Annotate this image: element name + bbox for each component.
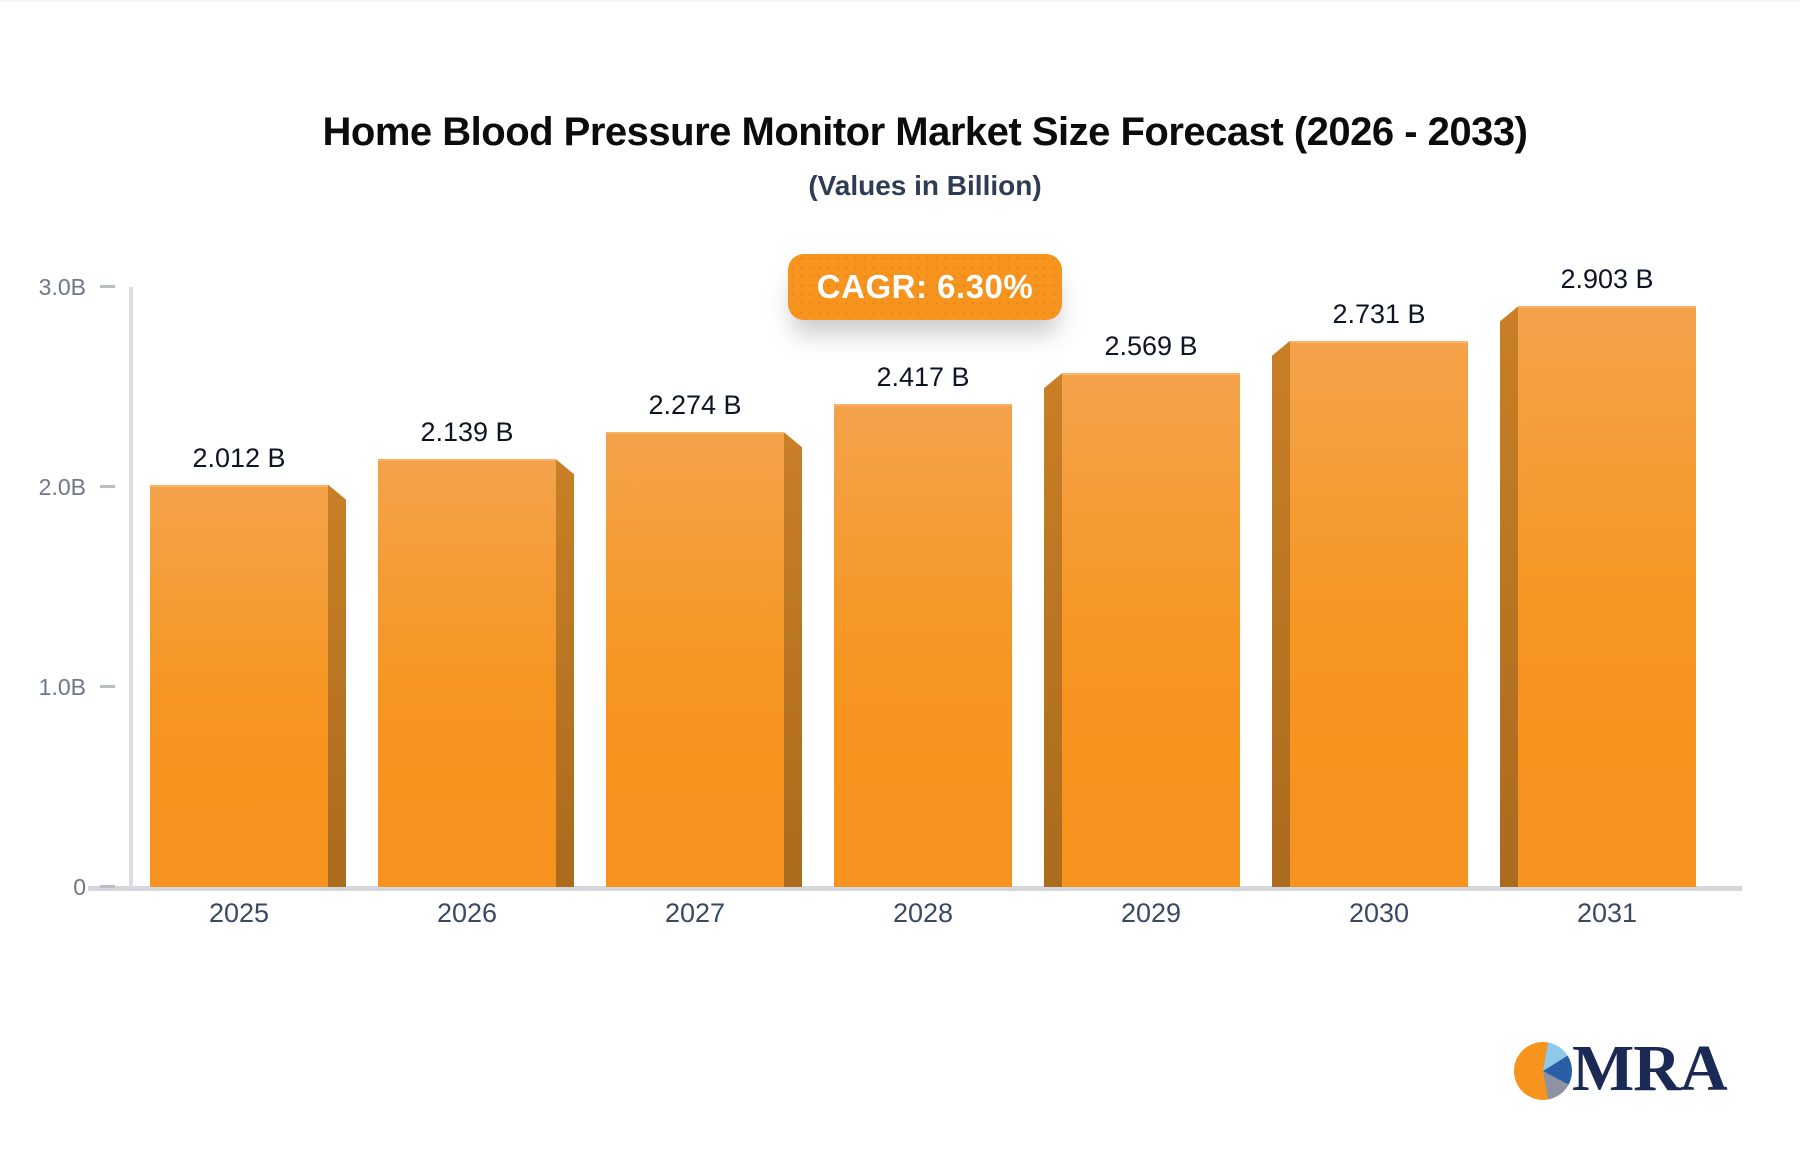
bar-value-label-2031: 2.903 B	[1560, 264, 1654, 295]
bar-value-label-2030: 2.731 B	[1332, 298, 1426, 329]
bar-3d-side-2027	[784, 432, 802, 887]
y-axis-tick-mark	[100, 485, 115, 488]
x-axis-baseline	[88, 886, 1742, 891]
bar-2031	[1518, 306, 1696, 887]
page-title: Home Blood Pressure Monitor Market Size …	[322, 110, 1528, 154]
bar-2026	[378, 459, 556, 887]
bar-3d-side-2031	[1500, 306, 1518, 887]
pie-chart-icon	[1514, 1042, 1572, 1100]
bar-value-label-2025: 2.012 B	[192, 442, 286, 473]
y-axis-tick-mark	[100, 885, 115, 888]
x-axis-label-2029: 2029	[1120, 898, 1182, 928]
bar-2030	[1290, 340, 1468, 887]
x-axis-label-2026: 2026	[436, 898, 498, 928]
bar-2028	[834, 403, 1012, 887]
bar-2027	[606, 432, 784, 887]
bar-3d-side-2030	[1272, 340, 1290, 887]
y-axis-tick-mark	[100, 685, 115, 688]
bar-value-label-2028: 2.417 B	[876, 361, 970, 392]
x-axis-label-2031: 2031	[1576, 898, 1638, 928]
bar-2025	[150, 484, 328, 887]
y-axis-tick-label: 1.0B	[38, 674, 86, 700]
y-axis-line	[129, 287, 133, 887]
mra-logo: MRA	[1514, 1032, 1728, 1105]
y-axis-tick-label: 0	[73, 874, 86, 900]
bar-value-label-2029: 2.569 B	[1104, 331, 1198, 362]
page-subtitle: (Values in Billion)	[808, 170, 1042, 201]
x-axis-label-2030: 2030	[1348, 898, 1410, 928]
page-top-edge	[0, 0, 1800, 2]
x-axis-label-2027: 2027	[664, 898, 726, 928]
x-axis-label-2028: 2028	[892, 898, 954, 928]
bar-2029	[1062, 373, 1240, 887]
cagr-badge-label: CAGR: 6.30%	[816, 268, 1034, 305]
y-axis-tick-mark	[100, 285, 115, 288]
y-axis-tick-label: 3.0B	[38, 274, 86, 300]
bar-3d-side-2026	[556, 459, 574, 887]
cagr-badge: CAGR: 6.30%	[788, 254, 1062, 320]
y-axis-tick-label: 2.0B	[38, 474, 86, 500]
logo-text: MRA	[1572, 1032, 1728, 1105]
bar-3d-side-2029	[1044, 373, 1062, 887]
x-axis-label-2025: 2025	[208, 898, 270, 928]
bar-3d-side-2025	[328, 484, 346, 887]
bar-value-label-2027: 2.274 B	[648, 390, 742, 421]
bar-value-label-2026: 2.139 B	[420, 417, 514, 448]
